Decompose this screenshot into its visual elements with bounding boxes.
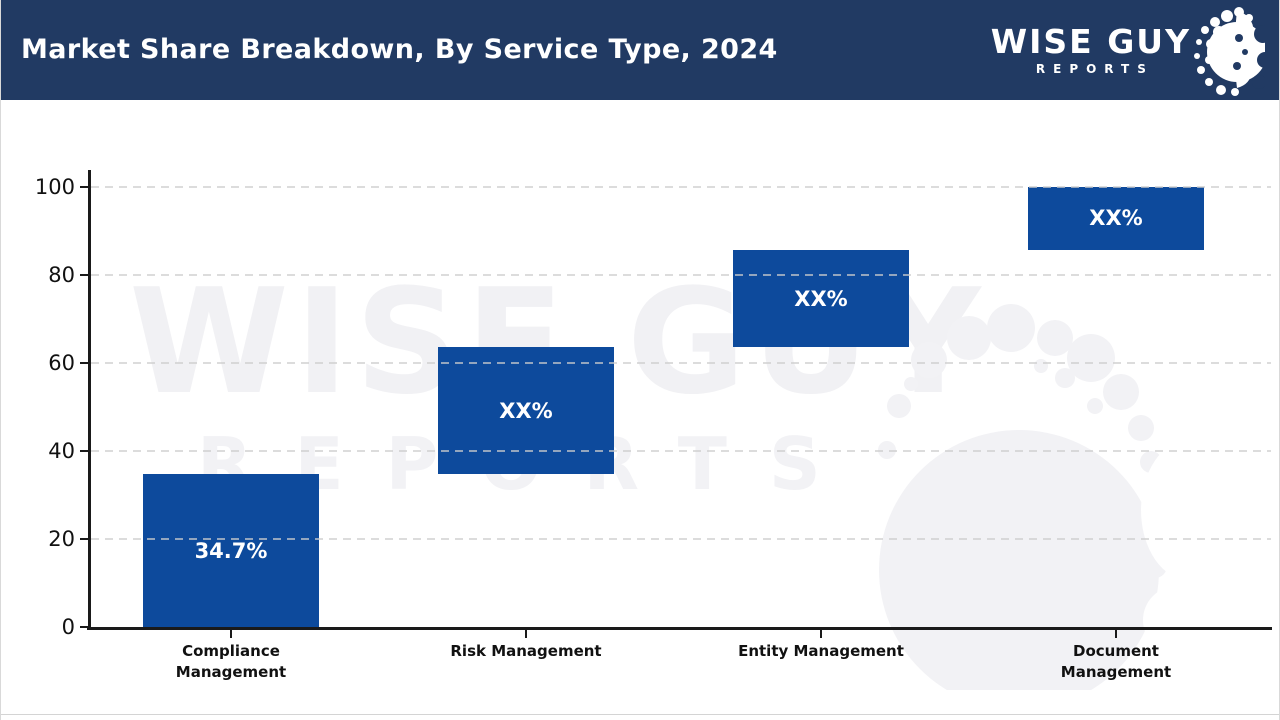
gridline — [91, 450, 1271, 452]
x-axis-tick — [1115, 630, 1117, 638]
y-tick-label: 60 — [48, 351, 75, 375]
y-tick-label: 0 — [61, 615, 75, 639]
gridline — [91, 538, 1271, 540]
logo-text: WISE GUY REPORTS — [991, 25, 1191, 76]
x-axis-line — [87, 627, 1272, 630]
x-axis-tick — [230, 630, 232, 638]
bar — [143, 474, 319, 627]
y-tick-label: 100 — [34, 175, 75, 199]
page-title: Market Share Breakdown, By Service Type,… — [21, 34, 778, 66]
y-axis-line — [88, 170, 91, 630]
header: Market Share Breakdown, By Service Type,… — [1, 0, 1279, 100]
bar — [438, 347, 614, 475]
bar — [1028, 187, 1204, 250]
x-category-label: Compliance Management — [175, 642, 287, 681]
x-category-label: Entity Management — [738, 642, 904, 660]
chart-area: WISE GUY REPORTS 34.7%XX%XX%XX%020406080… — [1, 100, 1279, 714]
gridline — [91, 186, 1271, 188]
x-category-label: Document Management — [1060, 642, 1172, 681]
bar-value-label: XX% — [1089, 206, 1143, 231]
y-axis-tick — [80, 626, 88, 628]
y-axis-tick — [80, 450, 88, 452]
bar — [733, 249, 909, 348]
x-category-label: Risk Management — [450, 642, 602, 660]
bar-value-label: XX% — [499, 398, 553, 423]
gridline — [91, 274, 1271, 276]
y-tick-label: 40 — [48, 439, 75, 463]
bar-value-label: 34.7% — [194, 538, 268, 563]
wise-guy-logo: WISE GUY REPORTS — [991, 4, 1265, 96]
y-axis-tick — [80, 538, 88, 540]
logo-face-icon — [1194, 7, 1265, 96]
y-axis-tick — [80, 186, 88, 188]
logo-wordmark: WISE GUY — [990, 21, 1191, 61]
y-axis-tick — [80, 274, 88, 276]
bar-value-label: XX% — [794, 286, 848, 311]
bottom-divider — [1, 714, 1279, 715]
y-tick-label: 80 — [48, 263, 75, 287]
gridline — [91, 362, 1271, 364]
x-axis-tick — [525, 630, 527, 638]
y-tick-label: 20 — [48, 527, 75, 551]
logo-subtitle: REPORTS — [1035, 61, 1154, 76]
y-axis-tick — [80, 362, 88, 364]
x-axis-tick — [820, 630, 822, 638]
watermark-face-icon — [878, 304, 1199, 690]
